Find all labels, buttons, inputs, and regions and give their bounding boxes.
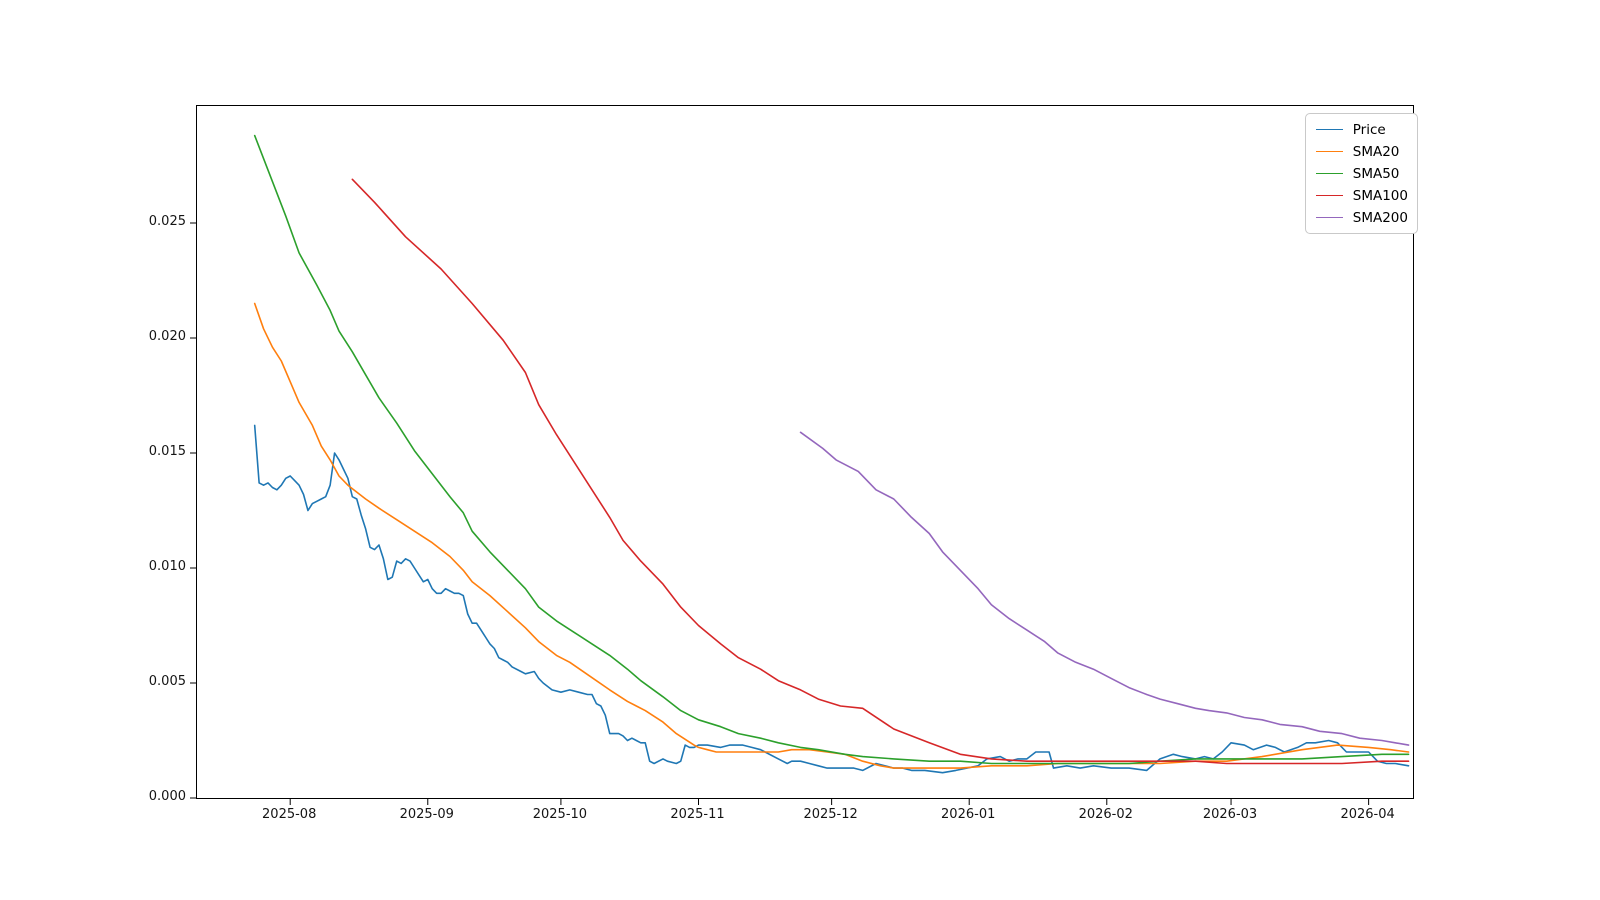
legend-entry-sma200: SMA200 [1315,209,1408,226]
sma50-line [253,134,1410,765]
plot-area [190,105,1414,805]
legend-entry-price: Price [1315,121,1408,138]
legend-line-sample [1315,151,1343,152]
legend-label: SMA20 [1352,143,1400,160]
x-tick-label: 2026-01 [941,807,996,822]
x-tick-label: 2026-04 [1340,807,1395,822]
x-tick-label: 2026-02 [1078,807,1133,822]
legend-line-sample [1315,195,1343,196]
x-tick-label: 2025-11 [670,807,725,822]
legend-entry-sma50: SMA50 [1315,165,1408,182]
legend-line-sample [1315,217,1343,218]
legend-line-sample [1315,129,1343,130]
legend-label: Price [1352,121,1386,138]
y-tick-label: 0.005 [148,674,186,689]
x-tick-label: 2025-09 [399,807,454,822]
y-tick-label: 0.015 [148,444,186,459]
legend-label: SMA200 [1352,209,1408,226]
y-tick-label: 0.000 [148,789,186,804]
legend: Price SMA20 SMA50 SMA100 SMA200 [1304,113,1418,234]
legend-label: SMA100 [1352,187,1408,204]
x-tick-label: 2025-08 [262,807,317,822]
x-tick-label: 2026-03 [1202,807,1258,822]
legend-entry-sma20: SMA20 [1315,143,1408,160]
legend-line-sample [1315,173,1343,174]
y-tick-label: 0.020 [148,329,186,344]
y-tick-label: 0.010 [148,559,186,574]
x-tick-label: 2025-12 [803,807,858,822]
legend-label: SMA50 [1352,165,1400,182]
x-tick-label: 2025-10 [532,807,588,822]
sma20-line [253,302,1410,769]
sma200-line [799,431,1410,746]
legend-entry-sma100: SMA100 [1315,187,1408,204]
price-line [253,424,1410,774]
chart-canvas [190,134,1410,805]
y-tick-label: 0.025 [148,214,186,229]
sma100-line [351,178,1410,765]
